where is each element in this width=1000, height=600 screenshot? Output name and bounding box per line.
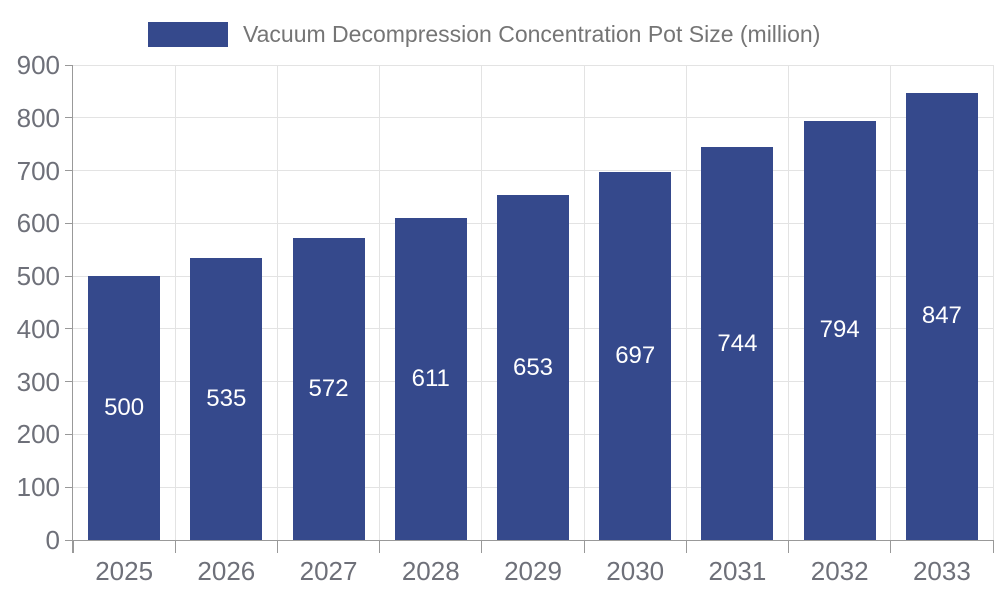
bar[interactable] [394, 217, 467, 540]
x-tick-label: 2025 [95, 556, 154, 586]
y-tick [65, 328, 73, 330]
bar[interactable] [190, 257, 263, 540]
bar-value-label: 572 [308, 375, 349, 403]
bar[interactable] [292, 238, 365, 540]
x-tick [890, 540, 892, 553]
x-tick [276, 540, 278, 553]
y-tick [65, 222, 73, 224]
x-tick [174, 540, 176, 553]
x-gridline [685, 65, 687, 540]
y-tick [65, 381, 73, 383]
x-tick [685, 540, 687, 553]
x-tick [481, 540, 483, 553]
x-tick [788, 540, 790, 553]
x-tick-label: 2028 [401, 556, 460, 586]
x-tick-label: 2026 [197, 556, 256, 586]
bar-value-label: 611 [411, 364, 450, 392]
x-axis-line [72, 540, 993, 541]
bar[interactable] [803, 120, 876, 540]
x-gridline [583, 65, 585, 540]
y-tick-label: 600 [16, 208, 60, 239]
legend-swatch [148, 22, 228, 47]
y-tick-label: 400 [16, 313, 60, 344]
y-tick-label: 300 [16, 366, 60, 397]
bar-value-label: 744 [717, 329, 758, 357]
bar-value-label: 500 [104, 394, 145, 422]
bar[interactable] [497, 195, 569, 540]
y-tick [65, 486, 73, 488]
bar-value-label: 794 [819, 316, 860, 344]
x-tick-label: 2033 [912, 556, 971, 586]
y-tick [65, 64, 73, 66]
x-tick [379, 540, 381, 553]
y-tick [65, 170, 73, 172]
x-tick [72, 540, 74, 553]
bar[interactable] [905, 92, 978, 540]
bar-value-label: 847 [921, 302, 962, 330]
x-tick-label: 2031 [708, 556, 767, 586]
bar-value-label: 653 [512, 353, 554, 381]
x-gridline [276, 65, 278, 540]
x-tick-label: 2029 [504, 556, 562, 586]
x-tick-label: 2032 [810, 556, 869, 586]
y-tick-label: 500 [16, 261, 60, 292]
x-gridline [890, 65, 892, 540]
x-gridline [992, 65, 994, 540]
x-gridline [174, 65, 176, 540]
y-tick [65, 433, 73, 435]
y-gridline [73, 64, 993, 66]
y-tick-label: 900 [16, 50, 60, 80]
y-tick-label: 100 [16, 472, 60, 503]
bar[interactable] [88, 276, 161, 540]
y-tick-label: 800 [16, 102, 60, 133]
y-tick-label: 0 [45, 525, 60, 555]
bar-value-label: 697 [615, 342, 656, 370]
legend-label: Vacuum Decompression Concentration Pot S… [243, 21, 821, 47]
x-tick [992, 540, 994, 553]
x-gridline [788, 65, 790, 540]
y-axis-line [72, 65, 73, 553]
y-tick-label: 700 [16, 155, 60, 186]
y-tick [65, 539, 73, 541]
bar[interactable] [599, 172, 672, 540]
x-tick-label: 2030 [606, 556, 665, 586]
x-tick-label: 2027 [299, 556, 358, 586]
y-gridline [73, 170, 993, 172]
y-tick [65, 117, 73, 119]
y-gridline [73, 117, 993, 119]
x-gridline [379, 65, 381, 540]
y-tick [65, 275, 73, 277]
bar[interactable] [701, 147, 774, 540]
legend-item[interactable]: Vacuum Decompression Concentration Pot S… [148, 21, 821, 47]
bar-value-label: 535 [206, 384, 247, 412]
x-tick [583, 540, 585, 553]
y-tick-label: 200 [16, 419, 60, 450]
x-gridline [481, 65, 483, 540]
